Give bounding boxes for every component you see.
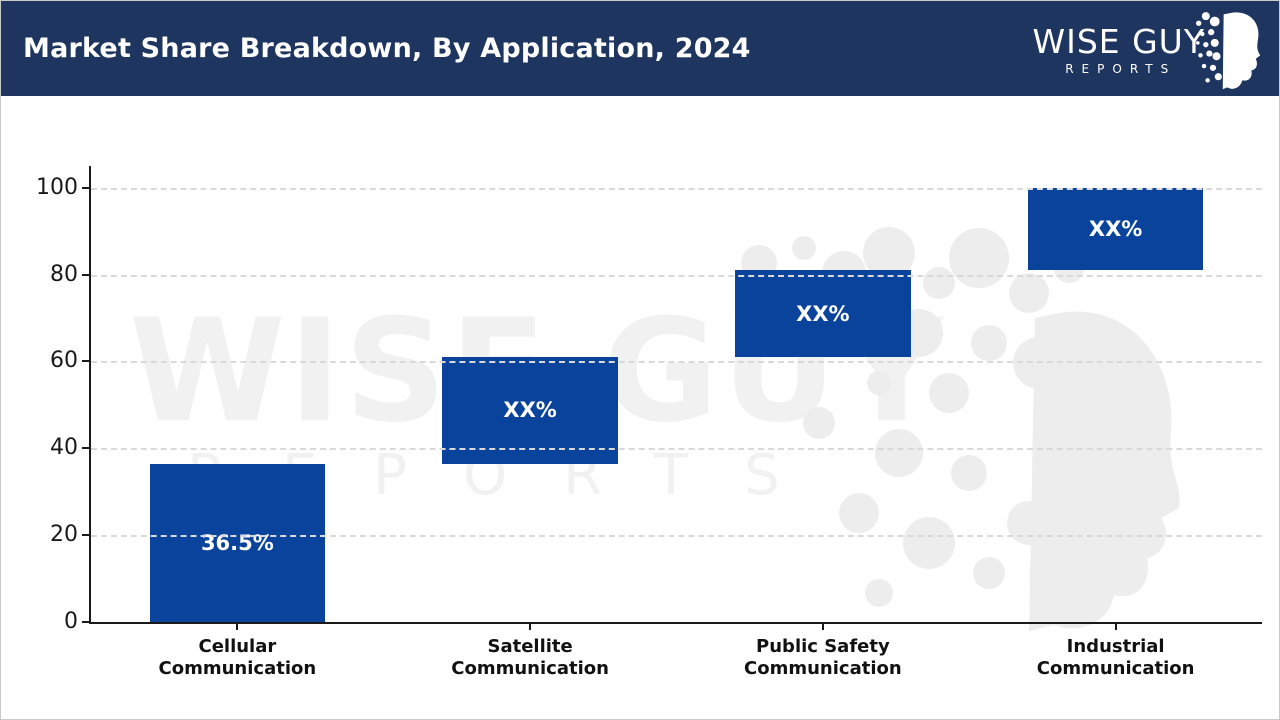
- chart-title: Market Share Breakdown, By Application, …: [23, 33, 751, 64]
- y-tick-mark: [82, 273, 89, 276]
- gridline: [91, 361, 1262, 364]
- x-tick-label: Public Safety Communication: [744, 636, 902, 679]
- y-tick-label: 80: [50, 261, 78, 287]
- y-tick-mark: [82, 621, 89, 623]
- gridline: [91, 448, 1262, 451]
- x-tick-mark: [1114, 622, 1117, 630]
- bar-3: XX%: [735, 270, 911, 358]
- x-tick-label: Cellular Communication: [158, 636, 317, 679]
- bar-value-label: 36.5%: [200, 530, 274, 555]
- logo-text: WISE GUY REPORTS: [1032, 21, 1205, 76]
- y-tick-label: 0: [64, 609, 78, 634]
- bar-value-label: XX%: [1088, 216, 1143, 241]
- y-tick-label: 20: [50, 522, 78, 548]
- x-tick-label: Satellite Communication: [451, 636, 609, 679]
- logo-head-icon: [1196, 11, 1261, 89]
- bar-value-label: XX%: [796, 301, 850, 326]
- logo-wordmark: WISE GUY: [1032, 21, 1205, 61]
- gridline: [91, 187, 1262, 190]
- y-tick-mark: [82, 186, 89, 189]
- bar-2: XX%: [442, 357, 618, 464]
- bar-4: XX%: [1027, 187, 1204, 271]
- y-tick-label: 40: [50, 435, 78, 461]
- gridline: [91, 535, 1262, 538]
- y-tick-label: 60: [50, 348, 78, 374]
- header-bar: Market Share Breakdown, By Application, …: [1, 1, 1279, 96]
- logo-subtitle: REPORTS: [1065, 61, 1177, 76]
- wise-guy-logo: WISE GUY REPORTS: [1032, 9, 1265, 91]
- y-tick-mark: [82, 534, 89, 537]
- bar-1: 36.5%: [149, 463, 326, 622]
- bar-value-label: XX%: [503, 398, 557, 423]
- plot-area: 0 20 40 60 80 100 36.5% Cellular Communication X…: [36, 166, 1262, 679]
- y-tick-mark: [82, 360, 89, 363]
- x-tick-mark: [821, 622, 824, 630]
- x-tick-mark: [529, 622, 532, 630]
- x-tick-mark: [236, 622, 239, 630]
- gridline: [91, 274, 1262, 277]
- y-tick-label: 100: [36, 174, 78, 200]
- x-tick-label: Industrial Communication: [1036, 636, 1195, 679]
- y-tick-mark: [82, 447, 89, 450]
